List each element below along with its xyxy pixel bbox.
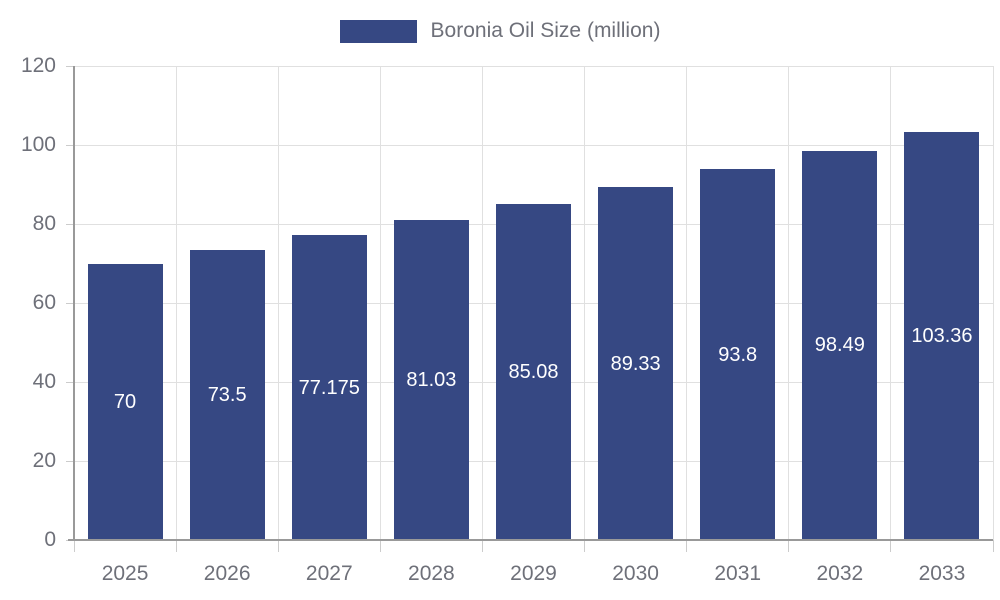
x-gridline — [277, 66, 279, 540]
y-axis-tick — [66, 302, 74, 304]
x-axis-category-label: 2030 — [612, 562, 659, 585]
bar-2033[interactable] — [904, 131, 980, 539]
x-gridline — [379, 66, 381, 540]
bar-2027[interactable] — [291, 235, 367, 539]
legend-swatch — [339, 19, 417, 43]
bar-2032[interactable] — [802, 150, 878, 539]
x-axis-tick — [73, 540, 75, 552]
x-axis-line — [68, 539, 993, 541]
y-axis-tick-label: 80 — [32, 212, 56, 235]
x-axis-tick — [175, 540, 177, 552]
x-axis-tick — [277, 540, 279, 552]
x-axis-tick — [788, 540, 790, 552]
legend-label: Boronia Oil Size (million) — [430, 19, 661, 42]
y-axis-tick-label: 40 — [32, 370, 56, 393]
x-axis-tick — [379, 540, 381, 552]
x-axis-category-label: 2025 — [101, 562, 149, 585]
x-axis-tick — [890, 540, 892, 552]
bar-2025[interactable] — [87, 263, 163, 539]
y-axis-tick — [66, 65, 74, 67]
x-axis-tick — [481, 540, 483, 552]
x-axis-tick — [584, 540, 586, 552]
x-axis-tick — [686, 540, 688, 552]
y-axis-tick-label: 120 — [20, 54, 56, 77]
y-axis-tick-label: 0 — [44, 528, 56, 551]
x-gridline — [584, 66, 586, 540]
y-gridline — [74, 65, 993, 67]
x-gridline — [992, 66, 994, 540]
bar-2026[interactable] — [189, 249, 265, 539]
x-axis-category-label: 2027 — [305, 562, 353, 585]
x-gridline — [481, 66, 483, 540]
bar-2030[interactable] — [598, 187, 674, 539]
x-axis-category-label: 2032 — [816, 562, 864, 585]
x-axis-tick — [992, 540, 994, 552]
y-axis-tick — [66, 381, 74, 383]
y-axis-line — [73, 66, 75, 541]
x-axis-category-label: 2026 — [203, 562, 251, 585]
x-gridline — [788, 66, 790, 540]
x-axis-category-label: 2033 — [918, 562, 966, 585]
y-axis-tick-label: 100 — [20, 133, 56, 156]
x-gridline — [175, 66, 177, 540]
x-gridline — [686, 66, 688, 540]
y-axis-tick — [66, 460, 74, 462]
bar-2029[interactable] — [496, 203, 571, 539]
x-axis-category-label: 2029 — [510, 562, 557, 585]
y-axis-tick-label: 60 — [32, 291, 56, 314]
y-axis-tick — [66, 144, 74, 146]
x-gridline — [890, 66, 892, 540]
y-gridline — [74, 144, 993, 146]
bar-2028[interactable] — [393, 219, 469, 539]
y-axis-tick-label: 20 — [32, 449, 56, 472]
y-axis-tick — [66, 223, 74, 225]
x-axis-category-label: 2031 — [714, 562, 762, 585]
bar-2031[interactable] — [700, 169, 776, 539]
x-axis-category-label: 2028 — [408, 562, 455, 585]
legend-item[interactable]: Boronia Oil Size (million) — [0, 17, 1000, 45]
